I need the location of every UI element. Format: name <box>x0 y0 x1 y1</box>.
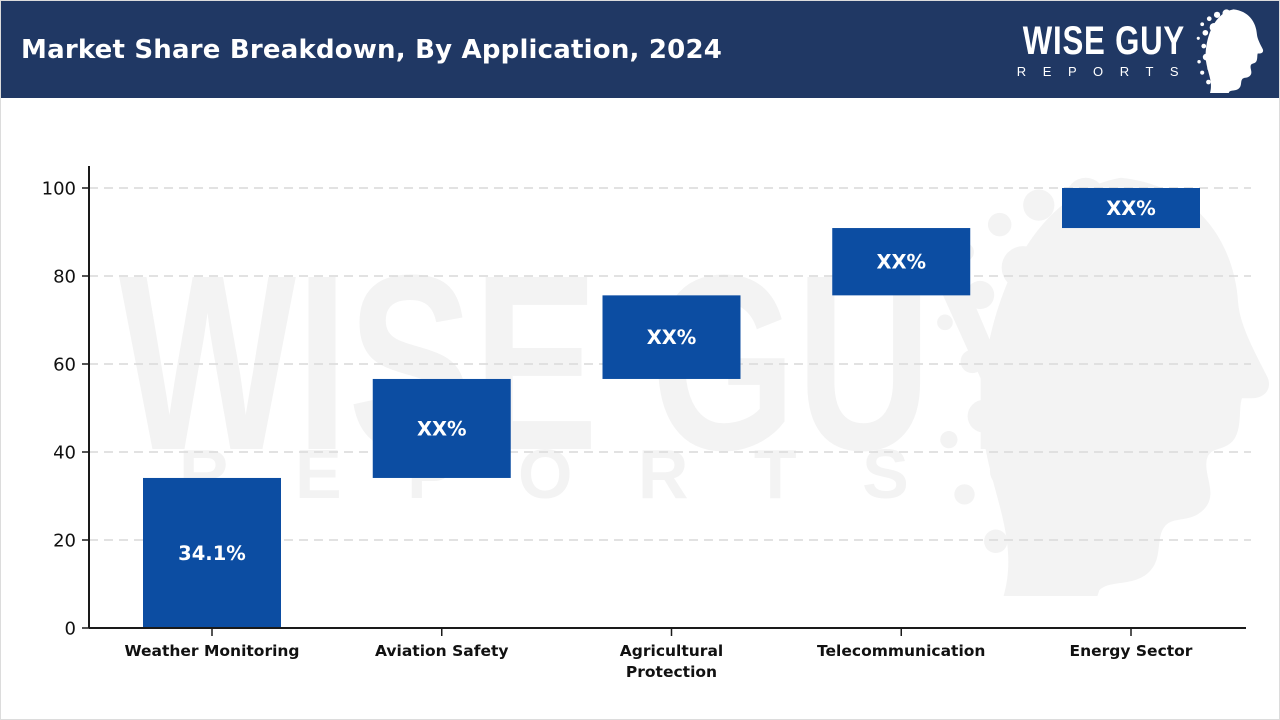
bar-label-weather-monitoring: 34.1% <box>178 542 246 565</box>
x-category-label-weather-monitoring: Weather Monitoring <box>124 642 299 660</box>
y-tick-label-80: 80 <box>53 267 76 288</box>
y-tick-label-0: 0 <box>65 619 76 640</box>
bar-aviation-safety <box>372 378 511 478</box>
page-title: Market Share Breakdown, By Application, … <box>21 34 723 65</box>
bar-label-aviation-safety: XX% <box>417 417 467 440</box>
y-tick-label-40: 40 <box>53 443 76 464</box>
bar-energy-sector <box>1062 188 1200 229</box>
bar-telecommunication <box>832 228 971 296</box>
x-category-label-agricultural-protection: Agricultural Protection <box>620 642 723 681</box>
brand-logo: WISE GUY R E P O R T S <box>977 7 1267 93</box>
header: Market Share Breakdown, By Application, … <box>1 1 1279 98</box>
bar-label-energy-sector: XX% <box>1106 197 1156 220</box>
bar-label-telecommunication: XX% <box>876 251 926 274</box>
wiseguy-face-icon <box>1196 8 1264 93</box>
y-tick-label-60: 60 <box>53 355 76 376</box>
bar-label-agricultural-protection: XX% <box>647 326 697 349</box>
x-category-label-energy-sector: Energy Sector <box>1070 642 1193 660</box>
x-category-label-telecommunication: Telecommunication <box>817 642 985 660</box>
brand-tagline: R E P O R T S <box>1016 63 1185 79</box>
y-tick-label-100: 100 <box>42 179 76 200</box>
bar-weather-monitoring <box>143 477 281 628</box>
x-category-label-aviation-safety: Aviation Safety <box>375 642 509 660</box>
bar-agricultural-protection <box>602 295 741 379</box>
y-tick-label-20: 20 <box>53 531 76 552</box>
brand-name: WISE GUY <box>1022 18 1185 63</box>
watermark-reports-text: R E P O R T S <box>179 435 932 513</box>
